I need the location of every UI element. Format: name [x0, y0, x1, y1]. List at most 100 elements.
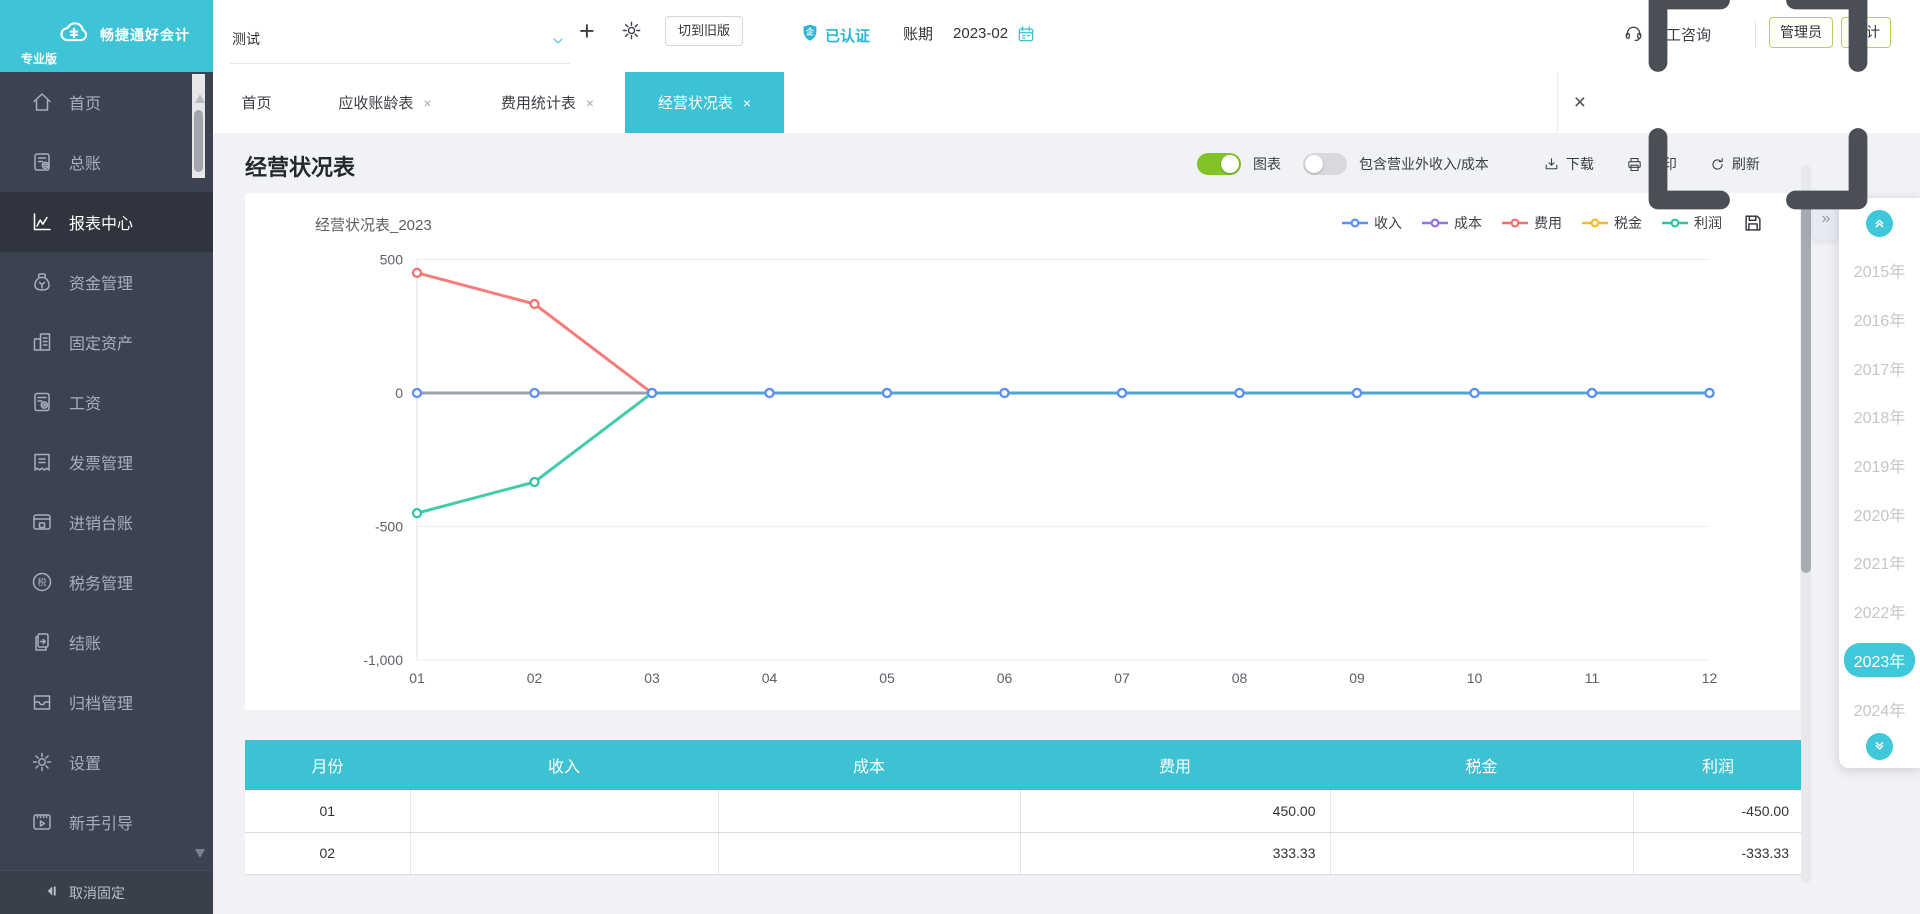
legend-item-5[interactable]: 利润	[1662, 213, 1722, 233]
tab-bar: 首页 应收账龄表 × 费用统计表 × 经营状况表 × ×	[213, 0, 1920, 210]
svg-text:12: 12	[1702, 670, 1718, 686]
sidebar-item-archive[interactable]: 归档管理	[0, 672, 213, 732]
years-scroll-up-button[interactable]	[1866, 210, 1893, 237]
year-item-2021[interactable]: 2021年	[1839, 538, 1920, 587]
year-item-2022[interactable]: 2022年	[1839, 587, 1920, 636]
action-label: 刷新	[1731, 156, 1760, 172]
year-item-2016[interactable]: 2016年	[1839, 295, 1920, 344]
legend-item-3[interactable]: 费用	[1502, 213, 1562, 233]
sidebar-item-label: 设置	[69, 756, 102, 773]
calendar-icon	[1018, 25, 1034, 41]
sidebar-item-asset[interactable]: 固定资产	[0, 312, 213, 372]
tab-report-3[interactable]: 经营状况表 ×	[625, 72, 784, 133]
tab-bar-tools: ×	[1556, 0, 1920, 210]
sidebar-item-report[interactable]: 报表中心	[0, 192, 213, 252]
report-icon	[33, 213, 51, 231]
trade-icon	[33, 514, 51, 530]
sidebar-item-label: 进销台账	[69, 516, 134, 533]
home-icon	[33, 93, 51, 111]
year-item-2024[interactable]: 2024年	[1839, 684, 1920, 733]
certified-label: 已认证	[825, 27, 871, 45]
tab-close-icon[interactable]: ×	[585, 94, 595, 111]
payroll-icon	[34, 392, 50, 412]
sidebar-scrollbar-thumb[interactable]	[194, 110, 203, 172]
printer-icon	[1628, 157, 1641, 171]
toggle-non-operating[interactable]	[1303, 153, 1347, 175]
chart-legend: 收入 成本 费用 税金 利润	[1342, 212, 1764, 234]
year-item-2019[interactable]: 2019年	[1839, 441, 1920, 490]
chart-save-button[interactable]	[1742, 212, 1764, 234]
table-cell	[1330, 832, 1634, 875]
tab-close-icon[interactable]: ×	[423, 94, 432, 111]
sidebar-item-settings[interactable]: 设置	[0, 732, 213, 792]
sidebar-item-ledger[interactable]: 总账	[0, 132, 213, 192]
table-cell: -333.33	[1633, 832, 1803, 875]
svg-text:-500: -500	[375, 519, 403, 535]
svg-text:01: 01	[409, 670, 425, 686]
role-admin-button[interactable]: 管理员	[1769, 17, 1833, 48]
tab-report-2[interactable]: 费用统计表 ×	[470, 72, 625, 133]
refresh-button[interactable]: 刷新	[1709, 154, 1760, 174]
sidebar-item-invoice[interactable]: 发票管理	[0, 432, 213, 492]
year-panel: 2015年 2016年 2017年 2018年 2019年 2020年 2021年 2022年…	[1839, 198, 1920, 768]
sidebar-item-home[interactable]: 首页	[0, 72, 213, 132]
year-item-2023[interactable]: 2023年	[1839, 636, 1920, 685]
legend-marker-icon	[1582, 218, 1608, 228]
account-select[interactable]: 测试	[230, 20, 570, 64]
calendar-icon[interactable]	[1016, 24, 1036, 44]
scroll-up-arrow-icon[interactable]	[195, 94, 205, 103]
unpin-icon	[47, 886, 56, 896]
download-button[interactable]: 下载	[1543, 154, 1594, 174]
legend-label: 费用	[1534, 215, 1562, 231]
cloud-logo-icon	[60, 22, 88, 42]
fullscreen-icon[interactable]	[1608, 0, 1908, 255]
switch-old-version-button[interactable]: 切到旧版	[665, 16, 744, 46]
content-scrollbar-thumb[interactable]	[1801, 200, 1811, 573]
sidebar-item-trade[interactable]: 进销台账	[0, 492, 213, 552]
legend-item-4[interactable]: 税金	[1582, 213, 1642, 233]
column-header-2: 收入	[410, 740, 718, 790]
certified-badge[interactable]: 企 已认证	[799, 22, 870, 48]
table-cell	[410, 832, 719, 875]
year-label: 2015年	[1853, 264, 1906, 282]
sidebar-unpin-button[interactable]: 取消固定	[0, 870, 213, 914]
shield-icon: 企	[803, 24, 817, 41]
sidebar-item-funds[interactable]: 资金管理	[0, 252, 213, 312]
sidebar-item-closing[interactable]: 结账	[0, 612, 213, 672]
legend-item-1[interactable]: 收入	[1342, 213, 1402, 233]
year-item-2020[interactable]: 2020年	[1839, 489, 1920, 538]
legend-label: 收入	[1374, 215, 1402, 231]
content-scrollbar-track[interactable]	[1801, 165, 1811, 883]
year-label: 2024年	[1853, 702, 1906, 720]
sidebar-item-payroll[interactable]: 工资	[0, 372, 213, 432]
tab-close-icon[interactable]: ×	[742, 94, 752, 111]
toggle-chart[interactable]	[1197, 153, 1241, 175]
sidebar-item-label: 资金管理	[69, 276, 134, 293]
tab-report-1[interactable]: 应收账龄表 ×	[300, 72, 470, 133]
period-value[interactable]: 2023-02	[953, 25, 1009, 42]
download-icon	[1545, 157, 1558, 169]
headset-icon	[1623, 22, 1644, 47]
gear-icon[interactable]	[620, 19, 643, 42]
year-item-2015[interactable]: 2015年	[1839, 246, 1920, 295]
column-header-6: 利润	[1633, 740, 1803, 790]
table-row[interactable]: 01 450.00 -450.00	[245, 790, 1803, 833]
sidebar-item-tax[interactable]: 税 税务管理	[0, 552, 213, 612]
legend-marker-icon	[1342, 218, 1368, 228]
double-chevron-down-icon	[1875, 741, 1884, 750]
table-row[interactable]: 02 333.33 -333.33	[245, 832, 1803, 875]
sidebar-item-guide[interactable]: 新手引导	[0, 792, 213, 852]
table-cell	[718, 832, 1021, 875]
close-all-icon[interactable]: ×	[1573, 91, 1586, 114]
scroll-down-arrow-icon[interactable]	[195, 849, 205, 858]
sidebar-item-label: 新手引导	[69, 816, 134, 833]
years-scroll-down-button[interactable]	[1866, 732, 1893, 760]
year-item-2018[interactable]: 2018年	[1839, 392, 1920, 441]
legend-marker-icon	[1422, 218, 1448, 228]
archive-icon	[33, 695, 51, 710]
add-button[interactable]: +	[579, 16, 595, 46]
year-item-2017[interactable]: 2017年	[1839, 343, 1920, 392]
legend-item-2[interactable]: 成本	[1422, 213, 1482, 233]
tab-home[interactable]: 首页	[213, 72, 300, 133]
sidebar-item-qa[interactable]: 老会计	[0, 852, 213, 870]
